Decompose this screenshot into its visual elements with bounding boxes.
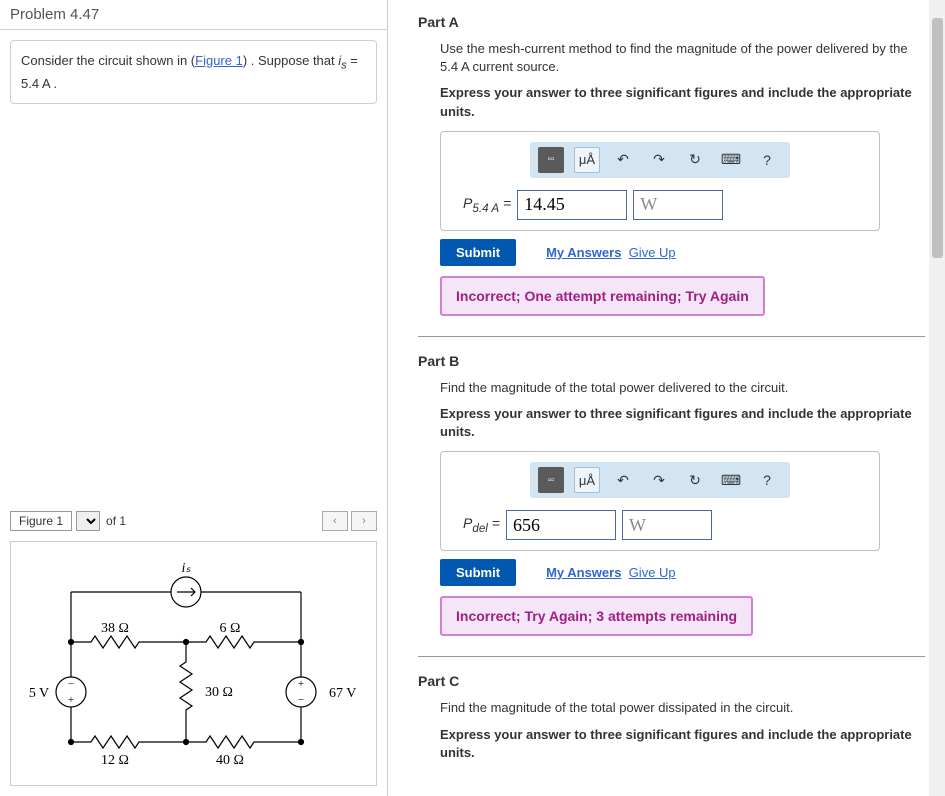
part-b-give-up-link[interactable]: Give Up <box>629 565 676 580</box>
units-icon[interactable]: μÅ <box>574 147 600 173</box>
svg-text:+: + <box>68 694 74 706</box>
part-b-feedback: Incorrect; Try Again; 3 attempts remaini… <box>440 596 753 636</box>
problem-title: Problem 4.47 <box>0 0 387 30</box>
figure-tab[interactable]: Figure 1 <box>10 511 72 531</box>
redo-icon[interactable]: ↷ <box>646 467 672 493</box>
figure-link[interactable]: Figure 1 <box>195 53 243 68</box>
figure-select[interactable] <box>76 511 100 531</box>
vleft-label: 5 V <box>29 686 49 701</box>
help-icon[interactable]: ? <box>754 467 780 493</box>
right-panel: Part A Use the mesh-current method to fi… <box>388 0 945 796</box>
keyboard-icon[interactable]: ⌨ <box>718 467 744 493</box>
part-b-toolbar: ▫▫ μÅ ↶ ↷ ↻ ⌨ ? <box>530 462 790 498</box>
figure-section: Figure 1 of 1 ‹ › <box>0 507 387 796</box>
undo-icon[interactable]: ↶ <box>610 147 636 173</box>
part-a: Part A Use the mesh-current method to fi… <box>418 14 925 337</box>
part-a-submit-row: Submit My Answers Give Up <box>440 239 925 266</box>
figure-prev-button[interactable]: ‹ <box>322 511 348 531</box>
part-a-unit-input[interactable] <box>633 190 723 220</box>
part-a-submit-button[interactable]: Submit <box>440 239 516 266</box>
part-b-label: Pdel = <box>463 515 500 535</box>
part-b-submit-button[interactable]: Submit <box>440 559 516 586</box>
part-a-my-answers-link[interactable]: My Answers <box>546 245 621 260</box>
part-a-answer-box: ▫▫ μÅ ↶ ↷ ↻ ⌨ ? P5.4 A = <box>440 131 880 231</box>
part-a-toolbar: ▫▫ μÅ ↶ ↷ ↻ ⌨ ? <box>530 142 790 178</box>
is-label: iₛ <box>181 561 191 576</box>
part-a-value-input[interactable] <box>517 190 627 220</box>
vright-label: 67 V <box>329 686 356 701</box>
part-a-instruct: Express your answer to three significant… <box>440 84 925 120</box>
scrollbar[interactable] <box>929 0 945 796</box>
part-b: Part B Find the magnitude of the total p… <box>418 353 925 658</box>
undo-icon[interactable]: ↶ <box>610 467 636 493</box>
svg-text:−: − <box>68 678 74 690</box>
part-a-feedback: Incorrect; One attempt remaining; Try Ag… <box>440 276 765 316</box>
refresh-icon[interactable]: ↻ <box>682 147 708 173</box>
part-c: Part C Find the magnitude of the total p… <box>418 673 925 790</box>
part-c-title: Part C <box>418 673 925 689</box>
fraction-icon[interactable]: ▫▫ <box>538 467 564 493</box>
part-b-desc: Find the magnitude of the total power de… <box>440 379 925 397</box>
svg-text:−: − <box>298 694 304 706</box>
r5-label: 40 Ω <box>216 753 244 768</box>
left-panel: Problem 4.47 Consider the circuit shown … <box>0 0 388 796</box>
r2-label: 6 Ω <box>220 621 241 636</box>
fraction-icon[interactable]: ▫▫ <box>538 147 564 173</box>
part-b-submit-row: Submit My Answers Give Up <box>440 559 925 586</box>
part-b-instruct: Express your answer to three significant… <box>440 405 925 441</box>
part-c-desc: Find the magnitude of the total power di… <box>440 699 925 717</box>
refresh-icon[interactable]: ↻ <box>682 467 708 493</box>
units-icon[interactable]: μÅ <box>574 467 600 493</box>
scrollbar-thumb[interactable] <box>932 18 943 258</box>
figure-of-label: of 1 <box>106 514 126 528</box>
redo-icon[interactable]: ↷ <box>646 147 672 173</box>
part-a-desc: Use the mesh-current method to find the … <box>440 40 925 76</box>
part-a-title: Part A <box>418 14 925 30</box>
part-b-answer-box: ▫▫ μÅ ↶ ↷ ↻ ⌨ ? Pdel = <box>440 451 880 551</box>
figure-header: Figure 1 of 1 ‹ › <box>0 507 387 535</box>
part-b-answer-row: Pdel = <box>463 510 867 540</box>
part-b-value-input[interactable] <box>506 510 616 540</box>
r1-label: 38 Ω <box>101 621 129 636</box>
keyboard-icon[interactable]: ⌨ <box>718 147 744 173</box>
part-b-unit-input[interactable] <box>622 510 712 540</box>
circuit-diagram: iₛ 38 Ω 6 Ω 30 Ω 12 Ω 40 Ω 5 V 67 V − + … <box>10 541 377 786</box>
problem-text-before: Consider the circuit shown in ( <box>21 53 195 68</box>
part-a-answer-row: P5.4 A = <box>463 190 867 220</box>
part-b-title: Part B <box>418 353 925 369</box>
part-a-label: P5.4 A = <box>463 195 511 215</box>
r3-label: 30 Ω <box>205 685 233 700</box>
help-icon[interactable]: ? <box>754 147 780 173</box>
part-a-give-up-link[interactable]: Give Up <box>629 245 676 260</box>
problem-text-after: ) . Suppose that <box>243 53 338 68</box>
problem-statement: Consider the circuit shown in (Figure 1)… <box>10 40 377 104</box>
part-c-instruct: Express your answer to three significant… <box>440 726 925 762</box>
figure-next-button[interactable]: › <box>351 511 377 531</box>
part-b-my-answers-link[interactable]: My Answers <box>546 565 621 580</box>
r4-label: 12 Ω <box>101 753 129 768</box>
svg-text:+: + <box>298 678 304 690</box>
